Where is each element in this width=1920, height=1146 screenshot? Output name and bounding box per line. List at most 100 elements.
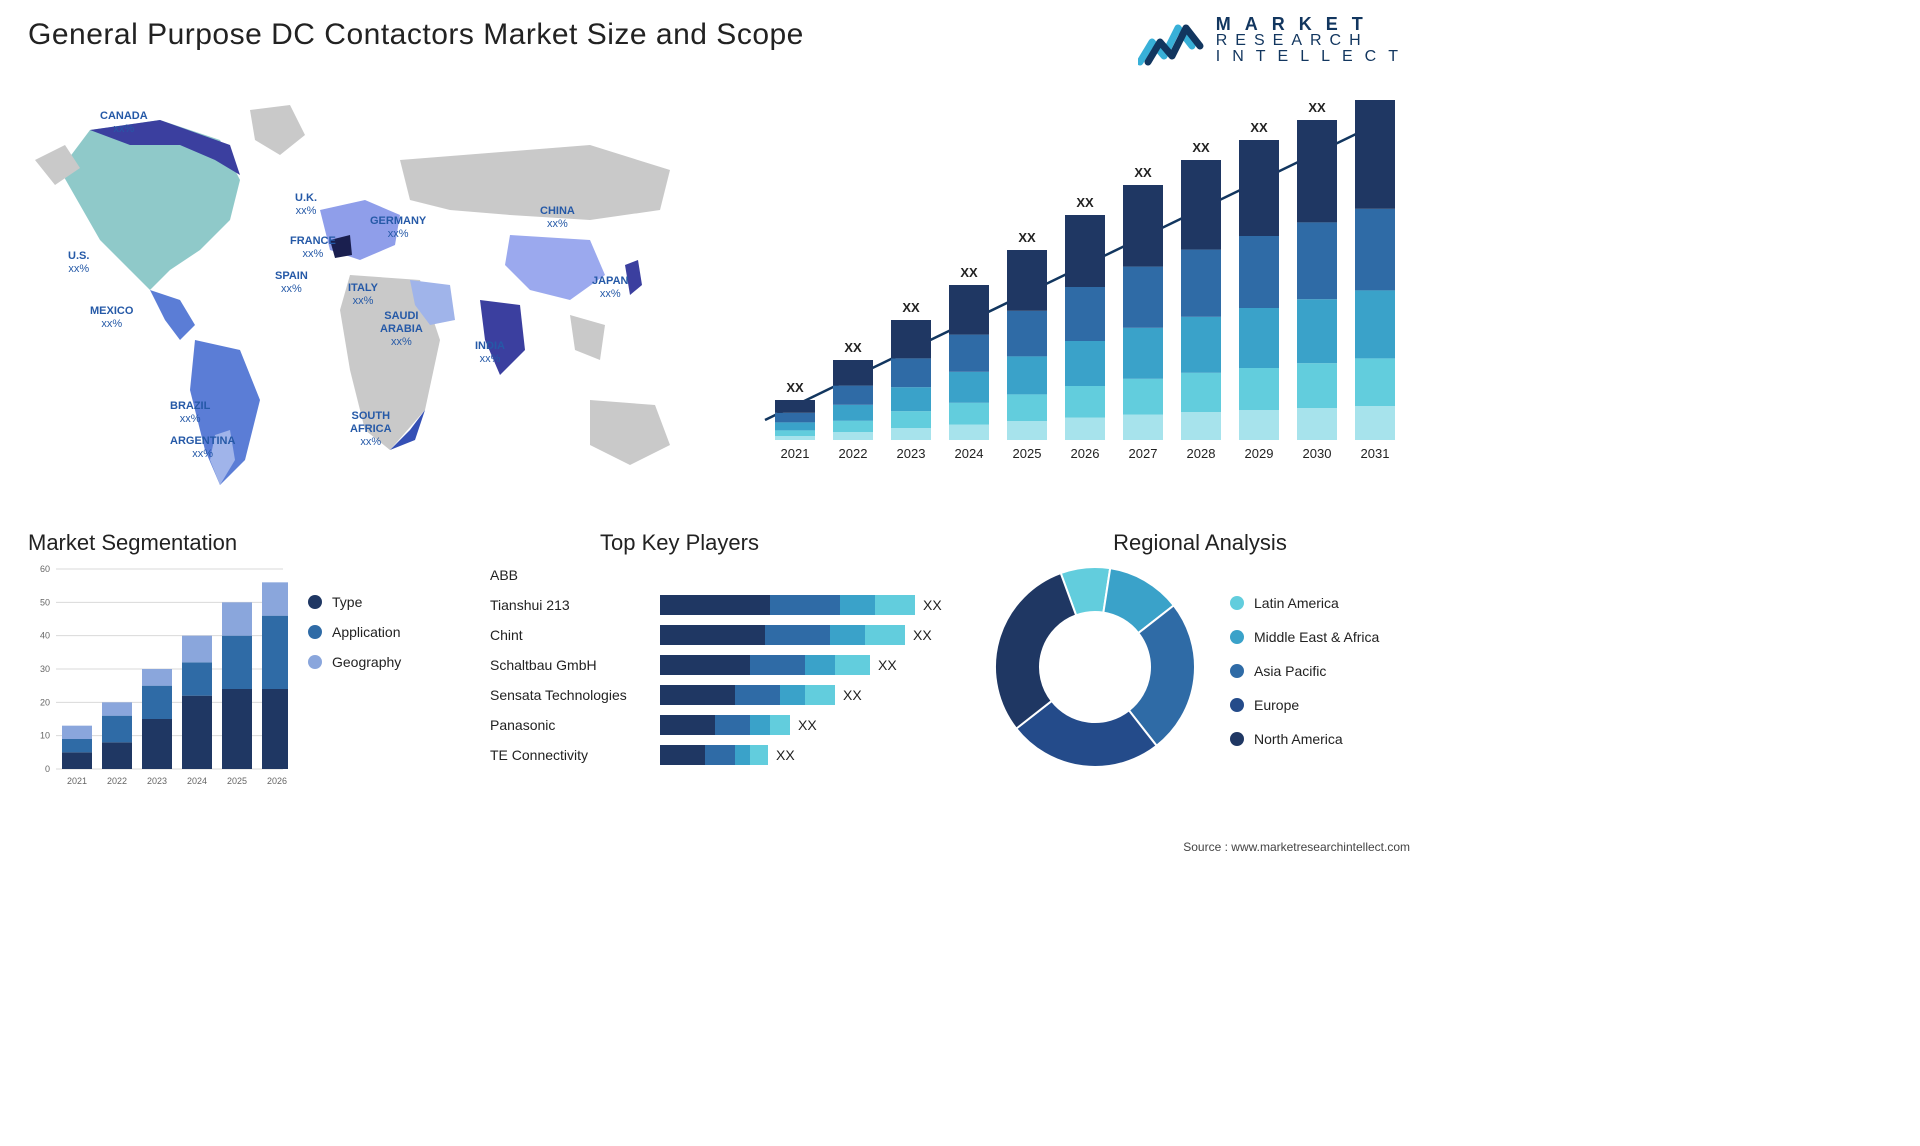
player-row: Schaltbau GmbH XX — [490, 650, 970, 680]
map-label: ITALYxx% — [348, 282, 378, 308]
map-label: SPAINxx% — [275, 270, 308, 296]
logo-text-3: INTELLECT — [1216, 49, 1410, 65]
player-row: TE Connectivity XX — [490, 740, 970, 770]
svg-text:2029: 2029 — [1245, 446, 1274, 461]
player-value: XX — [913, 627, 932, 643]
player-name: Sensata Technologies — [490, 687, 660, 703]
player-bar — [660, 655, 870, 675]
map-label: GERMANYxx% — [370, 215, 426, 241]
map-label: MEXICOxx% — [90, 305, 133, 331]
player-bar — [660, 595, 915, 615]
map-label: JAPANxx% — [592, 275, 628, 301]
player-row: ABB — [490, 560, 970, 590]
player-value: XX — [923, 597, 942, 613]
players-section: Top Key Players ABB Tianshui 213 XX Chint XX… — [490, 530, 970, 770]
svg-text:2028: 2028 — [1187, 446, 1216, 461]
svg-text:30: 30 — [40, 664, 50, 674]
player-name: Chint — [490, 627, 660, 643]
world-map: CANADAxx% U.S.xx% MEXICOxx% BRAZILxx% ARGENT… — [30, 90, 710, 500]
legend-item: Middle East & Africa — [1230, 629, 1379, 645]
player-name: Panasonic — [490, 717, 660, 733]
svg-text:XX: XX — [1308, 100, 1326, 115]
logo-text-2: RESEARCH — [1216, 33, 1410, 49]
player-row: PanasonicXX — [490, 710, 970, 740]
svg-text:2025: 2025 — [227, 776, 247, 786]
legend-item: Geography — [308, 654, 401, 670]
logo-icon — [1138, 12, 1208, 68]
player-name: TE Connectivity — [490, 747, 660, 763]
player-value: XX — [843, 687, 862, 703]
svg-text:2026: 2026 — [267, 776, 287, 786]
svg-text:2023: 2023 — [147, 776, 167, 786]
map-label: FRANCExx% — [290, 235, 336, 261]
segmentation-legend: Type Application Geography — [308, 564, 401, 794]
svg-text:2021: 2021 — [67, 776, 87, 786]
svg-text:2025: 2025 — [1013, 446, 1042, 461]
svg-text:XX: XX — [902, 300, 920, 315]
svg-text:XX: XX — [1250, 120, 1268, 135]
map-label: SAUDIARABIAxx% — [380, 310, 423, 350]
svg-text:0: 0 — [45, 764, 50, 774]
svg-text:50: 50 — [40, 597, 50, 607]
segmentation-title: Market Segmentation — [28, 530, 468, 556]
svg-text:XX: XX — [786, 380, 804, 395]
map-label: SOUTHAFRICAxx% — [350, 410, 392, 450]
svg-text:2021: 2021 — [781, 446, 810, 461]
legend-item: Europe — [1230, 697, 1379, 713]
svg-text:XX: XX — [1018, 230, 1036, 245]
legend-item: Latin America — [1230, 595, 1379, 611]
svg-text:40: 40 — [40, 631, 50, 641]
brand-logo: MARKET RESEARCH INTELLECT — [1138, 12, 1410, 68]
player-bar — [660, 625, 905, 645]
map-label: BRAZILxx% — [170, 400, 210, 426]
player-name: Tianshui 213 — [490, 597, 660, 613]
player-bar — [660, 715, 790, 735]
map-label: INDIAxx% — [475, 340, 505, 366]
player-bar — [660, 685, 835, 705]
regional-title: Regional Analysis — [990, 530, 1410, 556]
svg-text:60: 60 — [40, 564, 50, 574]
map-label: CANADAxx% — [100, 110, 148, 136]
svg-text:2024: 2024 — [187, 776, 207, 786]
player-value: XX — [776, 747, 795, 763]
map-label: CHINAxx% — [540, 205, 575, 231]
svg-text:10: 10 — [40, 731, 50, 741]
svg-text:XX: XX — [1134, 165, 1152, 180]
map-label: U.S.xx% — [68, 250, 89, 276]
segmentation-chart: 0 10 20 30 40 50 60 2021 2022 2023 2024 2025 2026 — [28, 564, 288, 794]
regional-legend: Latin America Middle East & Africa Asia Pa… — [1230, 587, 1379, 747]
svg-text:2024: 2024 — [955, 446, 984, 461]
legend-item: Application — [308, 624, 401, 640]
player-name: Schaltbau GmbH — [490, 657, 660, 673]
regional-donut — [990, 562, 1200, 772]
player-row: Sensata Technologies XX — [490, 680, 970, 710]
segmentation-section: Market Segmentation 0 10 20 30 40 50 60 2021 202… — [28, 530, 468, 794]
svg-text:XX: XX — [1192, 140, 1210, 155]
svg-text:2022: 2022 — [107, 776, 127, 786]
svg-text:XX: XX — [960, 265, 978, 280]
map-label: ARGENTINAxx% — [170, 435, 235, 461]
svg-text:2022: 2022 — [839, 446, 868, 461]
market-size-chart: XX 2021 XX 2022 XX 2023 XX 2024 XX 2025 XX 2026 XX 20… — [755, 100, 1405, 470]
svg-text:2030: 2030 — [1303, 446, 1332, 461]
players-title: Top Key Players — [600, 530, 970, 556]
logo-text-1: MARKET — [1216, 15, 1410, 33]
legend-item: Type — [308, 594, 401, 610]
player-value: XX — [878, 657, 897, 673]
player-row: Chint XX — [490, 620, 970, 650]
svg-text:2031: 2031 — [1361, 446, 1390, 461]
source-text: Source : www.marketresearchintellect.com — [1183, 840, 1410, 854]
map-label: U.K.xx% — [295, 192, 317, 218]
svg-text:2023: 2023 — [897, 446, 926, 461]
svg-text:20: 20 — [40, 697, 50, 707]
legend-item: North America — [1230, 731, 1379, 747]
svg-text:XX: XX — [1076, 195, 1094, 210]
player-row: Tianshui 213 XX — [490, 590, 970, 620]
page-title: General Purpose DC Contactors Market Siz… — [28, 18, 804, 52]
player-bar — [660, 745, 768, 765]
player-name: ABB — [490, 567, 660, 583]
svg-text:XX: XX — [844, 340, 862, 355]
svg-text:2027: 2027 — [1129, 446, 1158, 461]
legend-item: Asia Pacific — [1230, 663, 1379, 679]
svg-text:2026: 2026 — [1071, 446, 1100, 461]
